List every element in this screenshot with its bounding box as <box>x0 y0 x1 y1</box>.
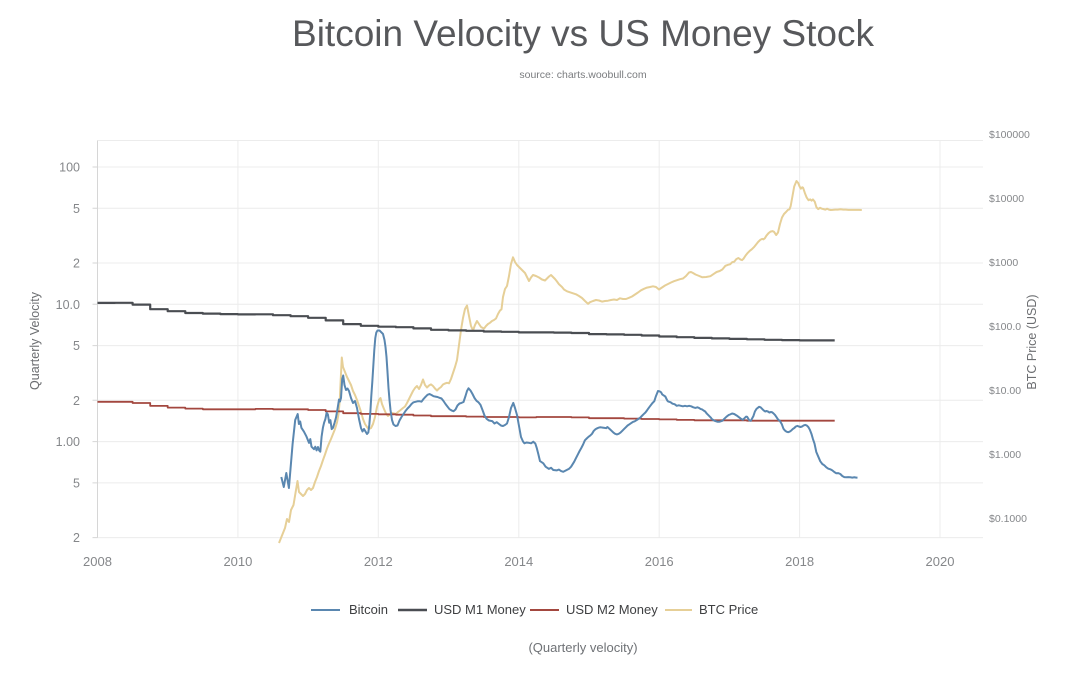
svg-text:2: 2 <box>73 394 80 408</box>
svg-text:$0.1000: $0.1000 <box>989 513 1027 525</box>
svg-text:$1.000: $1.000 <box>989 449 1021 461</box>
svg-text:$10.00: $10.00 <box>989 385 1021 397</box>
svg-text:5: 5 <box>73 339 80 353</box>
svg-text:5: 5 <box>73 202 80 216</box>
svg-text:2: 2 <box>73 257 80 271</box>
svg-text:2010: 2010 <box>223 554 252 569</box>
svg-text:2: 2 <box>73 531 80 545</box>
svg-text:Quarterly Velocity: Quarterly Velocity <box>28 291 42 390</box>
svg-text:10.0: 10.0 <box>56 298 80 312</box>
svg-text:USD M1 Money: USD M1 Money <box>434 602 526 617</box>
svg-text:$1000: $1000 <box>989 257 1018 269</box>
svg-text:USD M2 Money: USD M2 Money <box>566 602 658 617</box>
svg-text:2016: 2016 <box>645 554 674 569</box>
svg-text:2018: 2018 <box>785 554 814 569</box>
svg-text:1.00: 1.00 <box>56 435 80 449</box>
svg-text:2014: 2014 <box>504 554 533 569</box>
svg-text:$10000: $10000 <box>989 193 1024 205</box>
svg-text:5: 5 <box>73 476 80 490</box>
svg-text:Bitcoin: Bitcoin <box>349 602 388 617</box>
svg-text:source: charts.woobull.com: source: charts.woobull.com <box>519 69 646 81</box>
svg-text:BTC Price: BTC Price <box>699 602 758 617</box>
svg-text:$100000: $100000 <box>989 129 1030 141</box>
svg-text:Bitcoin Velocity vs US Money S: Bitcoin Velocity vs US Money Stock <box>292 13 874 54</box>
svg-text:2008: 2008 <box>83 554 112 569</box>
svg-text:2020: 2020 <box>926 554 955 569</box>
svg-text:$100.0: $100.0 <box>989 321 1021 333</box>
svg-text:BTC Price (USD): BTC Price (USD) <box>1025 294 1039 389</box>
svg-text:(Quarterly velocity): (Quarterly velocity) <box>528 640 637 655</box>
svg-text:2012: 2012 <box>364 554 393 569</box>
svg-text:100: 100 <box>59 161 80 175</box>
